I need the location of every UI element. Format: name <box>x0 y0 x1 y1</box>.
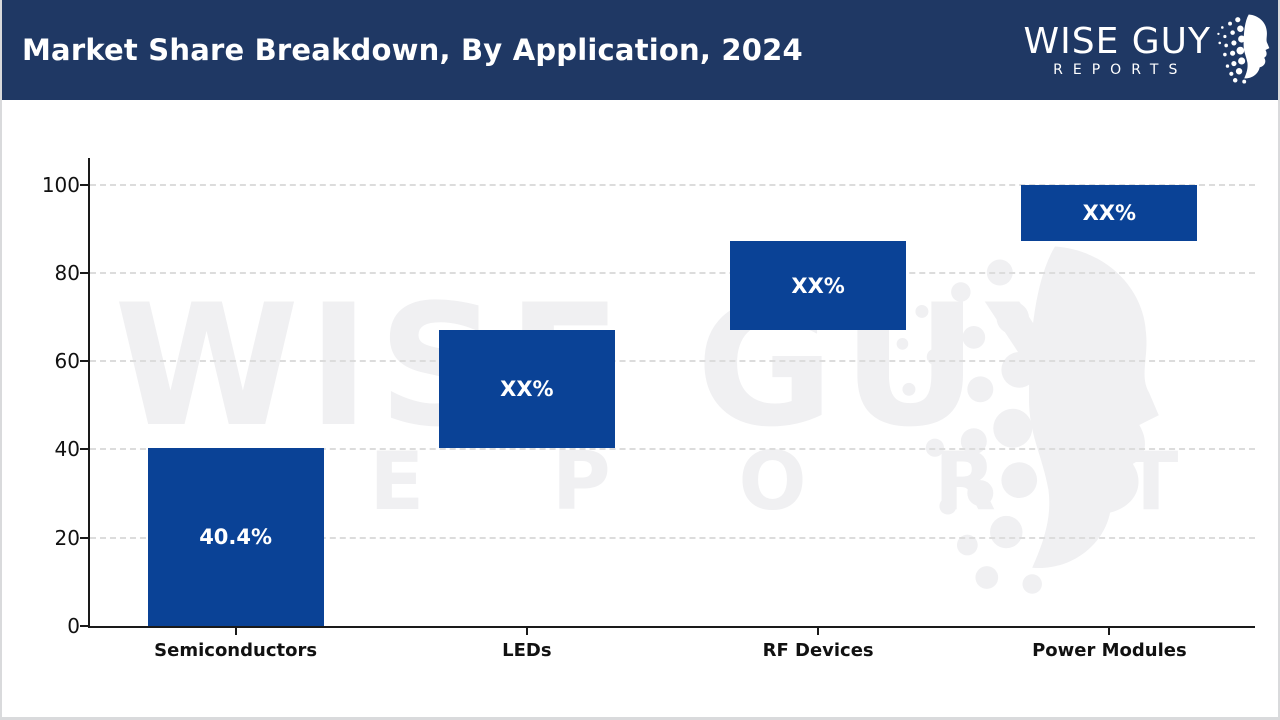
ytick-label-100: 100 <box>41 172 80 197</box>
ytick-label-20: 20 <box>54 525 80 550</box>
ytick-label-60: 60 <box>54 349 80 374</box>
category-label-1: LEDs <box>502 640 552 661</box>
bar-rf-devices: XX% <box>730 241 907 331</box>
x-axis-line <box>88 626 1255 628</box>
xtick-mark-1 <box>525 626 528 635</box>
gridline-y-60 <box>90 360 1255 363</box>
xtick-mark-2 <box>817 626 820 635</box>
gridline-y-80 <box>90 271 1255 274</box>
page-title: Market Share Breakdown, By Application, … <box>22 33 803 67</box>
ytick-label-40: 40 <box>54 437 80 462</box>
xtick-mark-3 <box>1108 626 1111 635</box>
bar-value-label: XX% <box>1082 200 1137 225</box>
logo-brand-text: WISE GUY <box>1023 20 1211 62</box>
logo-sub-text: REPORTS <box>1053 61 1188 78</box>
gridline-y-40 <box>90 448 1255 451</box>
bar-value-label: 40.4% <box>199 524 273 549</box>
bar-power-modules: XX% <box>1021 184 1198 241</box>
header: Market Share Breakdown, By Application, … <box>2 0 1278 100</box>
ytick-label-0: 0 <box>67 614 80 638</box>
ytick-mark-80 <box>80 271 90 274</box>
category-label-2: RF Devices <box>762 640 874 661</box>
bar-semiconductors: 40.4% <box>147 447 324 626</box>
bar-value-label: XX% <box>791 273 845 298</box>
bar-leds: XX% <box>438 330 615 448</box>
xtick-mark-0 <box>234 626 237 635</box>
ytick-mark-40 <box>80 448 90 451</box>
gridline-y-20 <box>90 536 1255 539</box>
ytick-mark-0 <box>80 625 90 627</box>
wiseguy-logo: WISE GUY REPORTS <box>1024 7 1271 93</box>
bar-value-label: XX% <box>500 376 554 401</box>
ytick-mark-60 <box>80 360 90 363</box>
category-label-3: Power Modules <box>1032 640 1187 661</box>
y-axis-line <box>88 158 90 628</box>
category-label-0: Semiconductors <box>154 640 318 661</box>
ytick-label-80: 80 <box>54 260 80 285</box>
ytick-mark-20 <box>80 536 90 539</box>
logo-dotted-head-icon <box>1212 7 1270 93</box>
ytick-mark-100 <box>80 183 90 186</box>
watermark-dotted-head-icon <box>870 226 1162 624</box>
gridline-y-100 <box>90 183 1255 186</box>
